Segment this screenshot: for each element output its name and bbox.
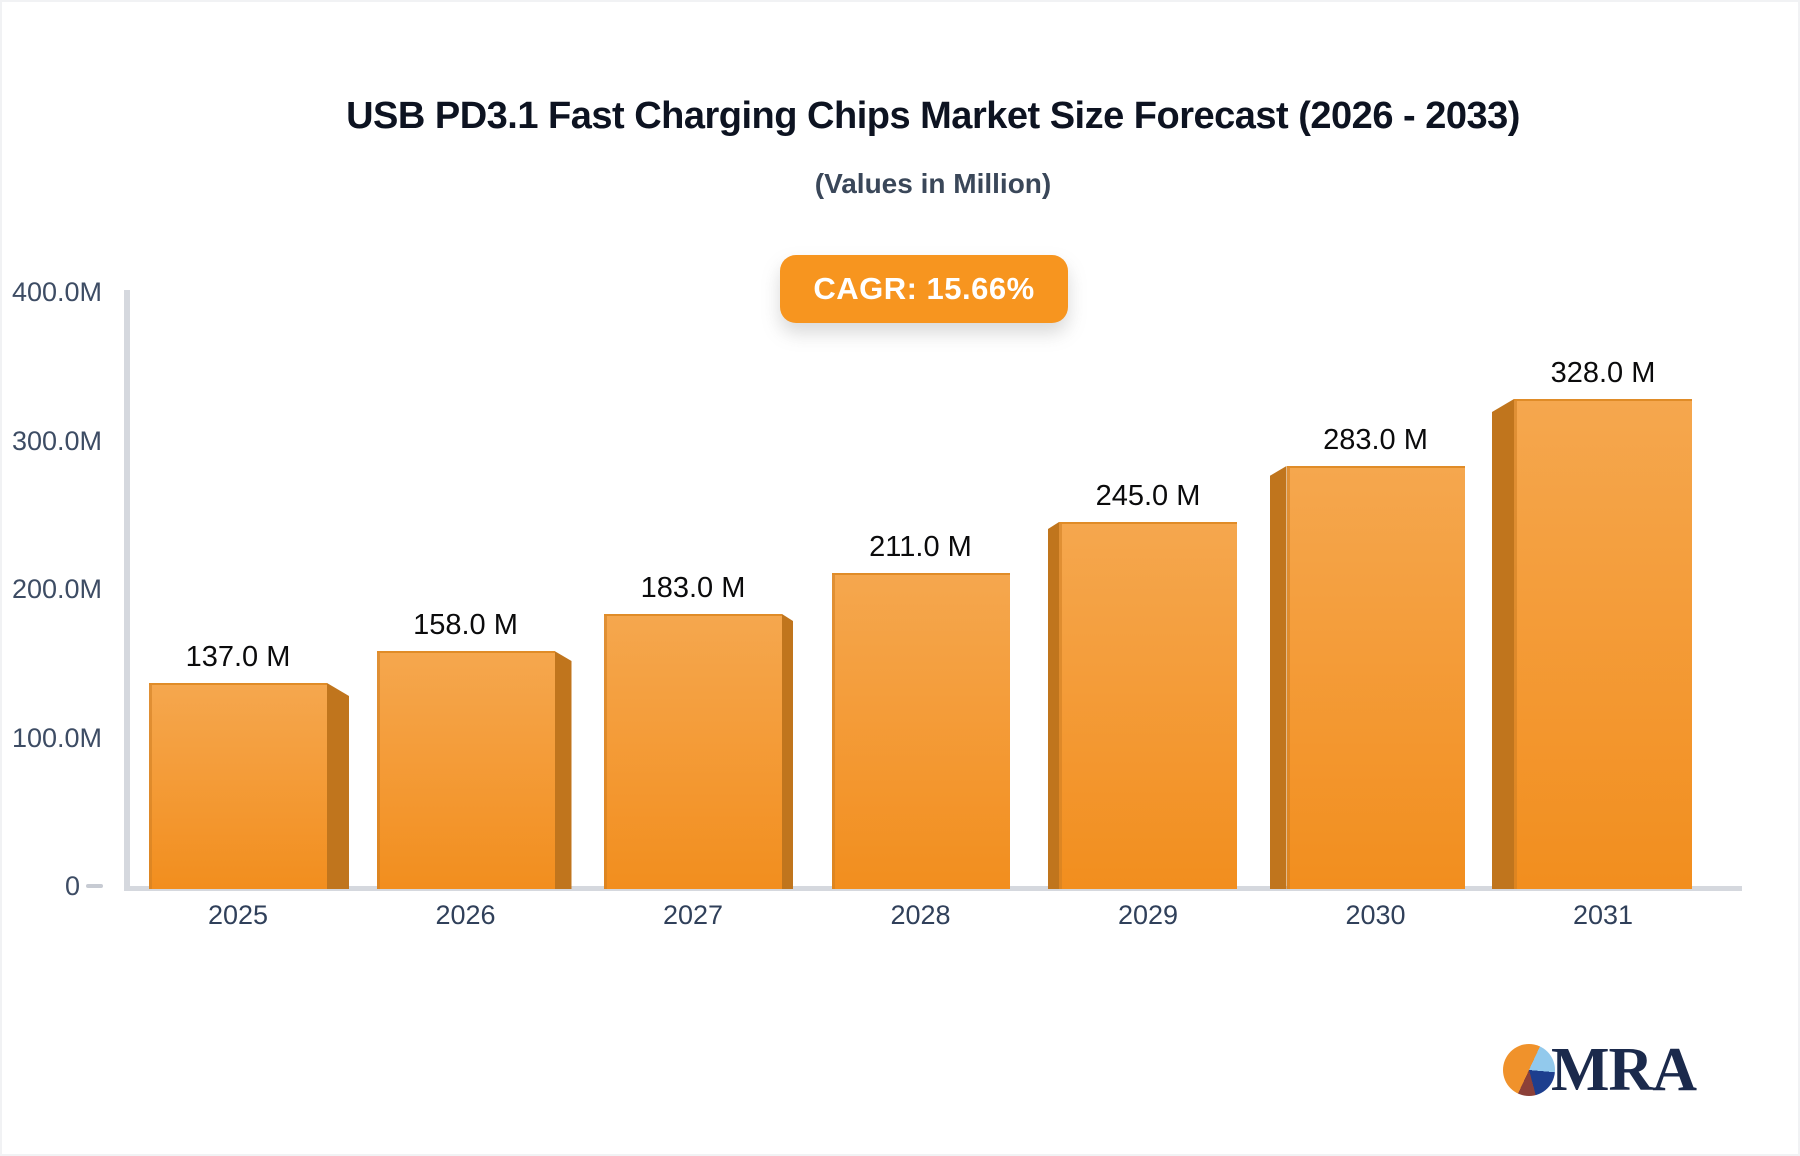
bar-2028 xyxy=(831,573,1010,889)
bar-value-label-2028: 211.0 M xyxy=(869,531,972,563)
x-tick-label-2031: 2031 xyxy=(1572,900,1634,930)
pie-chart-icon xyxy=(1503,1044,1555,1096)
bar-3d-side-2031 xyxy=(1492,399,1514,889)
cagr-badge: CAGR: 15.66% xyxy=(780,255,1068,323)
bar-2031 xyxy=(1514,399,1692,889)
bar-2029 xyxy=(1059,522,1237,889)
zero-tick-dash xyxy=(86,884,103,888)
x-tick-label-2027: 2027 xyxy=(662,900,724,930)
x-tick-label-2028: 2028 xyxy=(890,900,951,930)
brand-logo: MRA xyxy=(1503,1034,1703,1106)
y-tick-label-100.0M: 100.0M xyxy=(11,722,102,753)
bar-2030 xyxy=(1286,466,1465,889)
y-tick-label-300.0M: 300.0M xyxy=(11,425,102,456)
x-tick-label-2026: 2026 xyxy=(435,900,496,930)
bar-3d-side-2029 xyxy=(1048,522,1059,889)
cagr-badge-label: CAGR: 15.66% xyxy=(813,271,1035,306)
bar-3d-side-2027 xyxy=(782,614,793,889)
bar-2026 xyxy=(376,651,555,889)
bar-value-label-2025: 137.0 M xyxy=(185,641,291,673)
x-tick-label-2030: 2030 xyxy=(1345,900,1406,930)
x-tick-label-2025: 2025 xyxy=(207,900,269,930)
bar-3d-side-2030 xyxy=(1269,466,1287,889)
y-tick-label-0: 0 xyxy=(64,871,80,901)
y-tick-label-400.0M: 400.0M xyxy=(11,277,102,307)
y-axis-line xyxy=(124,290,130,891)
bar-value-label-2027: 183.0 M xyxy=(640,572,746,604)
bar-value-label-2030: 283.0 M xyxy=(1323,424,1428,456)
y-tick-label-200.0M: 200.0M xyxy=(11,574,102,604)
bar-3d-side-2025 xyxy=(327,683,349,889)
brand-text: MRA xyxy=(1551,1036,1697,1104)
bar-2027 xyxy=(604,614,782,889)
bar-value-label-2029: 245.0 M xyxy=(1095,480,1201,512)
x-tick-label-2029: 2029 xyxy=(1117,900,1179,930)
bar-value-label-2031: 328.0 M xyxy=(1550,357,1656,389)
bar-value-label-2026: 158.0 M xyxy=(413,609,518,641)
bar-2025 xyxy=(149,683,327,889)
page-subtitle: (Values in Million) xyxy=(814,168,1052,199)
bar-3d-side-2026 xyxy=(554,651,572,889)
page-title: USB PD3.1 Fast Charging Chips Market Siz… xyxy=(346,95,1520,137)
